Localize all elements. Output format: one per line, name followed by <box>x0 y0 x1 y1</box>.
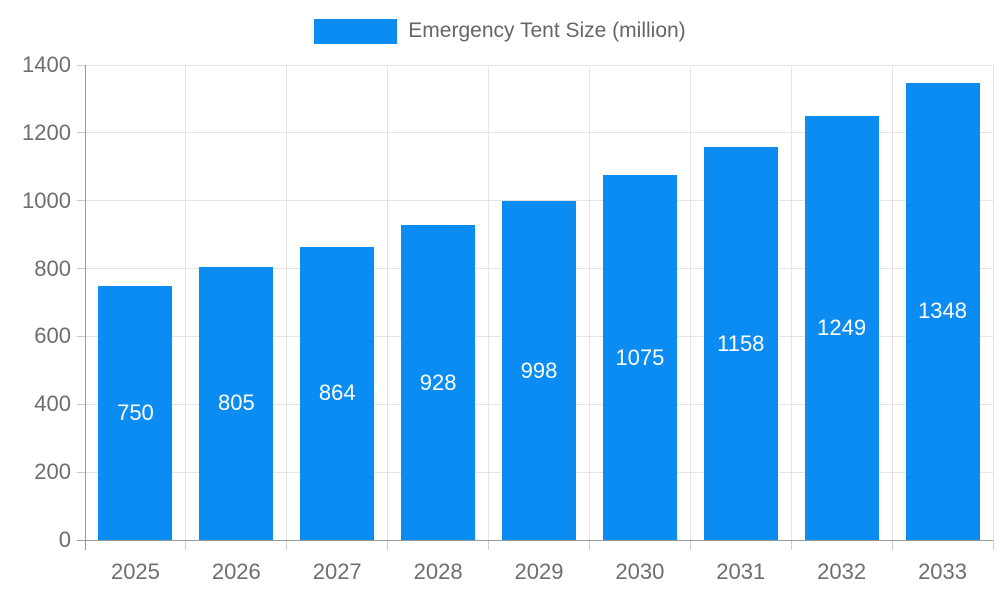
bar-value-label: 928 <box>419 369 457 395</box>
x-tick <box>689 540 691 550</box>
x-axis-label: 2028 <box>413 559 463 584</box>
x-axis-label: 2027 <box>312 559 362 584</box>
gridline-v <box>488 65 490 540</box>
bar-2032[interactable]: 1249 <box>804 116 879 540</box>
bar-2025[interactable]: 750 <box>98 285 173 540</box>
y-tick <box>77 132 85 134</box>
x-axis-label: 2030 <box>615 559 665 584</box>
y-axis-label: 400 <box>34 391 71 417</box>
x-axis-label: 2031 <box>716 559 766 584</box>
x-tick <box>387 540 389 550</box>
y-tick <box>77 335 85 337</box>
gridline-v <box>790 65 792 540</box>
gridline-v <box>588 65 590 540</box>
bar-2033[interactable]: 1348 <box>905 82 980 540</box>
x-axis-label: 2033 <box>918 559 968 584</box>
x-tick <box>790 540 792 550</box>
bar-value-label: 1249 <box>817 315 867 341</box>
x-axis-label: 2025 <box>110 559 160 584</box>
y-axis-line <box>84 65 86 540</box>
gridline-v <box>387 65 389 540</box>
y-axis-label: 1000 <box>22 187 71 213</box>
x-tick <box>286 540 288 550</box>
y-tick <box>77 403 85 405</box>
x-axis-label: 2032 <box>817 559 867 584</box>
bar-2029[interactable]: 998 <box>502 201 576 540</box>
y-axis-label: 200 <box>34 459 71 485</box>
bar-value-label: 1348 <box>918 298 968 324</box>
gridline-v <box>689 65 691 540</box>
y-tick <box>77 64 85 66</box>
bar-2030[interactable]: 1075 <box>602 175 677 540</box>
x-tick <box>185 540 187 550</box>
legend-label: Emergency Tent Size (million) <box>408 19 686 42</box>
y-axis-label: 1200 <box>22 119 71 145</box>
legend[interactable]: Emergency Tent Size (million) <box>0 17 1000 45</box>
gridline-h <box>85 132 993 134</box>
y-axis-label: 600 <box>34 323 71 349</box>
gridline-h <box>85 200 993 202</box>
bar-value-label: 805 <box>217 390 255 416</box>
y-tick <box>77 200 85 202</box>
bar-value-label: 1075 <box>615 344 665 370</box>
y-tick <box>77 268 85 270</box>
x-axis-label: 2026 <box>211 559 261 584</box>
gridline-v <box>185 65 187 540</box>
x-axis-line <box>77 539 993 541</box>
gridline-h <box>85 64 993 66</box>
gridline-v <box>992 65 994 540</box>
x-axis-label: 2029 <box>514 559 564 584</box>
bar-2031[interactable]: 1158 <box>703 147 778 540</box>
bar-2027[interactable]: 864 <box>300 246 375 540</box>
bar-value-label: 750 <box>117 399 154 425</box>
x-tick <box>992 540 994 550</box>
legend-swatch <box>314 18 398 44</box>
y-axis-label: 1400 <box>22 52 71 77</box>
x-tick <box>891 540 893 550</box>
gridline-v <box>286 65 288 540</box>
bar-value-label: 864 <box>318 380 356 406</box>
gridline-v <box>891 65 893 540</box>
y-tick <box>77 471 85 473</box>
x-tick <box>84 540 86 550</box>
bar-2026[interactable]: 805 <box>199 266 274 540</box>
y-axis-label: 0 <box>58 527 71 552</box>
bar-value-label: 1158 <box>717 330 765 356</box>
bar-2028[interactable]: 928 <box>401 225 476 540</box>
plot-area: 0 200 400 600 800 1000 1200 1400 750 2025 805 2026 8… <box>22 53 994 584</box>
x-tick <box>488 540 490 550</box>
x-tick <box>588 540 590 550</box>
y-axis-label: 800 <box>34 255 71 281</box>
bar-value-label: 998 <box>520 357 558 383</box>
